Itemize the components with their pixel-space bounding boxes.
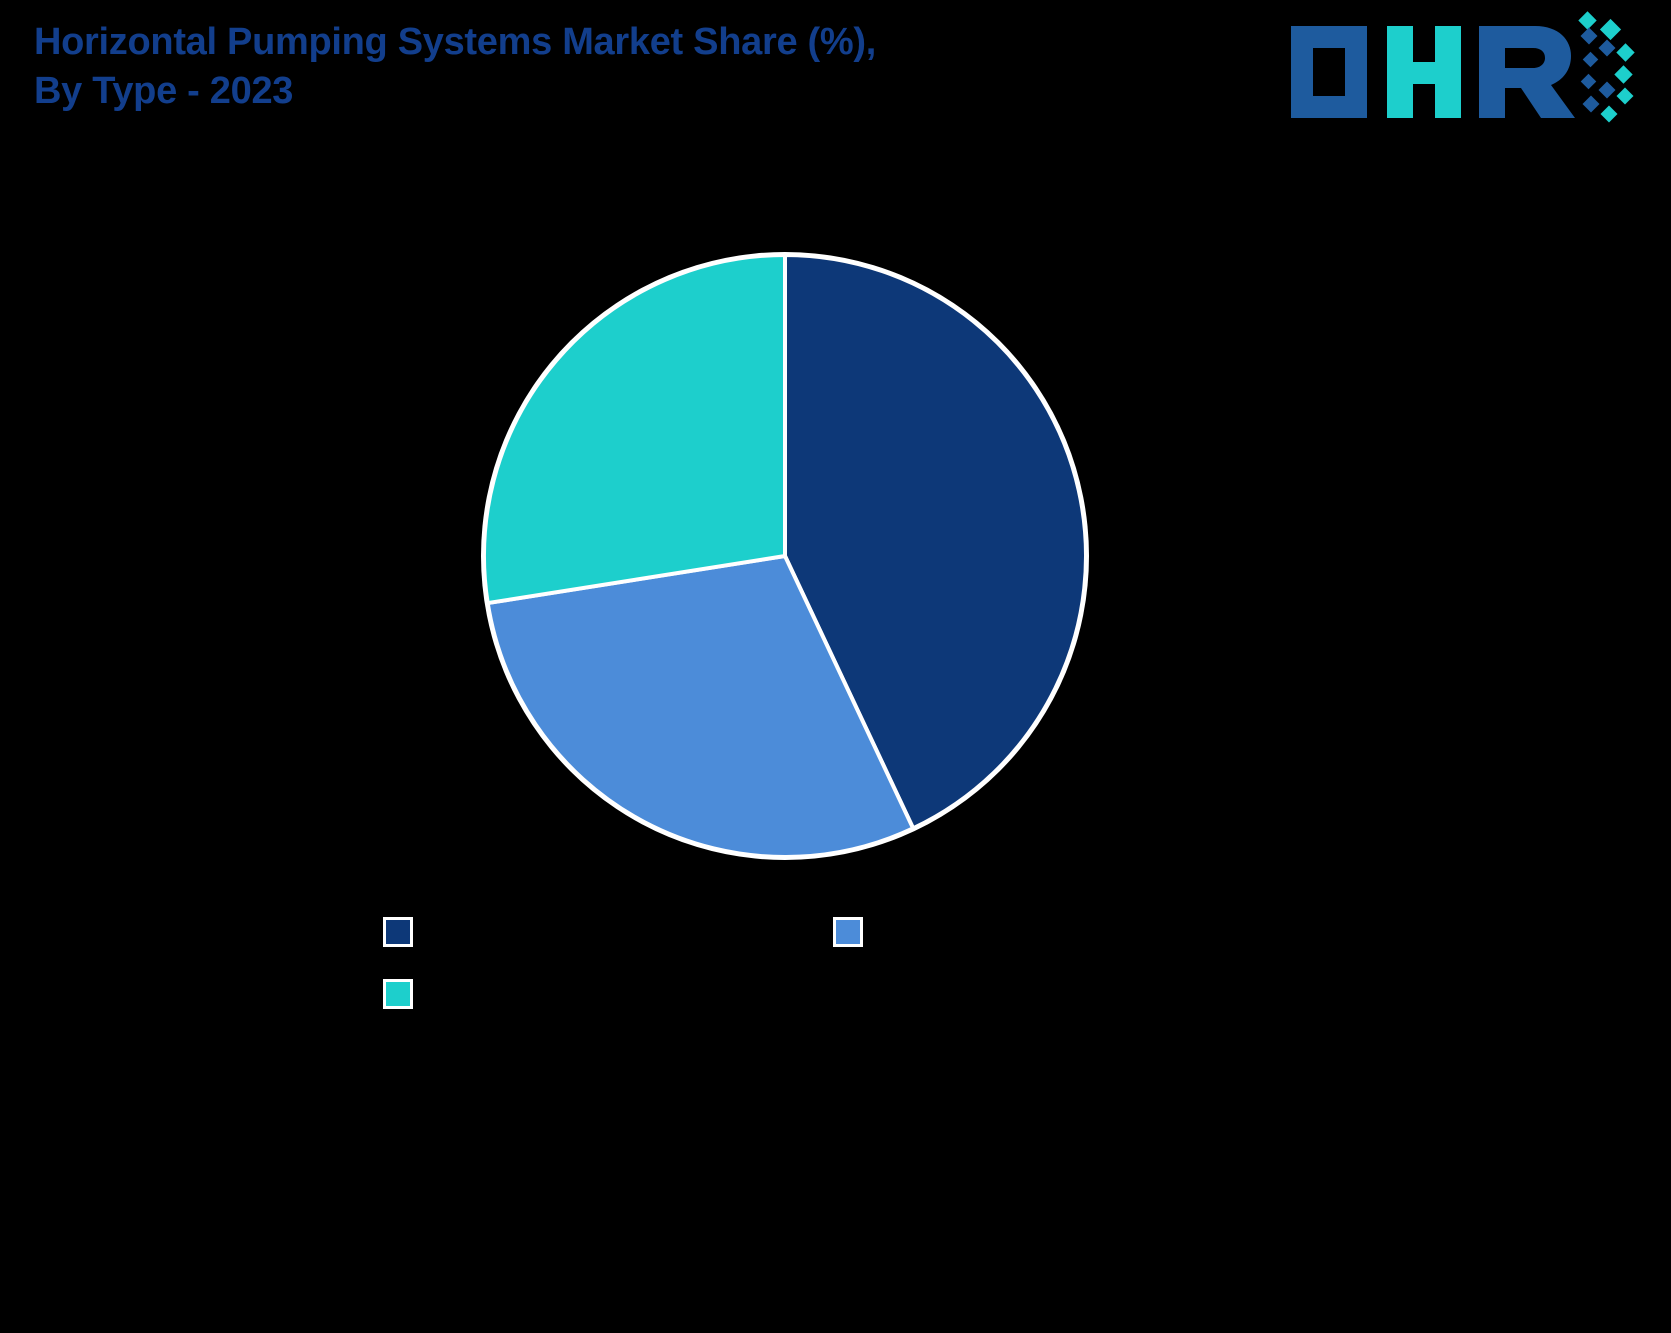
legend-swatch-icon bbox=[833, 917, 863, 947]
legend-swatch-icon bbox=[383, 917, 413, 947]
page-title: Horizontal Pumping Systems Market Share … bbox=[34, 21, 876, 113]
legend-swatch-icon bbox=[383, 979, 413, 1009]
legend-row bbox=[383, 917, 1283, 947]
legend-row bbox=[383, 979, 1283, 1009]
pie-backing-disc bbox=[481, 252, 1089, 860]
logo-letter-h bbox=[1387, 26, 1461, 118]
dhr-logo bbox=[1283, 8, 1643, 136]
legend-item-2[interactable] bbox=[383, 979, 833, 1009]
legend-item-1[interactable] bbox=[833, 917, 1283, 947]
pie-slice[interactable] bbox=[783, 253, 1088, 831]
logo-letter-d bbox=[1291, 26, 1367, 118]
pie-slice[interactable] bbox=[485, 554, 916, 859]
chart-legend bbox=[383, 917, 1283, 1041]
pie-slice[interactable] bbox=[482, 253, 787, 606]
logo-letter-r bbox=[1479, 26, 1575, 118]
logo-diamond-accents bbox=[1578, 11, 1635, 123]
legend-item-0[interactable] bbox=[383, 917, 833, 947]
